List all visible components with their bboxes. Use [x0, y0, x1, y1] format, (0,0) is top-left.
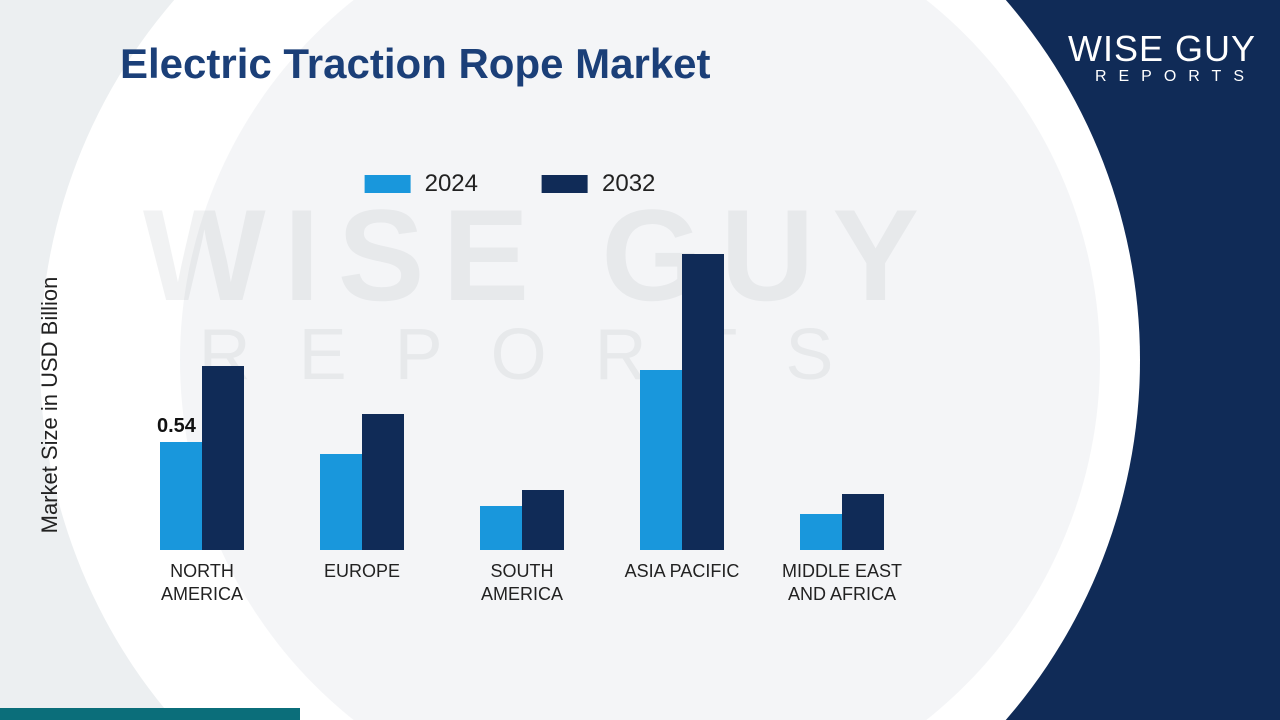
bar-value-label: 0.54 — [157, 415, 196, 438]
chart: 20242032 Market Size in USD Billion 0.54… — [60, 170, 960, 640]
legend: 2024 2032 — [365, 170, 656, 198]
y-axis-label: Market Size in USD Billion — [37, 277, 63, 534]
brand-line1: WISE GUY — [1068, 28, 1256, 70]
bottom-accent-strip — [0, 708, 300, 720]
bar — [682, 254, 724, 550]
bar-group: MIDDLE EAST AND AFRICA — [800, 230, 884, 550]
bar — [800, 514, 842, 550]
bar — [362, 414, 404, 550]
category-label: EUROPE — [292, 560, 432, 583]
category-label: NORTH AMERICA — [132, 560, 272, 605]
category-label: MIDDLE EAST AND AFRICA — [772, 560, 912, 605]
legend-label: 2024 — [425, 170, 478, 198]
brand-line2: REPORTS — [1068, 68, 1256, 86]
bar-group: 0.54NORTH AMERICA — [160, 230, 244, 550]
bar-group: ASIA PACIFIC — [640, 230, 724, 550]
bar — [842, 494, 884, 550]
plot-area: 0.54NORTH AMERICA EUROPE SOUTH AMERICA ASIA… — [130, 230, 960, 550]
stage: Electric Traction Rope Market WISE GUY R… — [0, 0, 1280, 720]
page-title: Electric Traction Rope Market — [120, 40, 711, 88]
bar — [480, 506, 522, 550]
bar-group: EUROPE — [320, 230, 404, 550]
brand-logo: WISE GUY REPORTS — [1068, 28, 1256, 104]
bar — [160, 442, 202, 550]
category-label: SOUTH AMERICA — [452, 560, 592, 605]
bar — [640, 370, 682, 550]
legend-item: 2032 — [542, 170, 655, 198]
legend-swatch — [365, 175, 411, 193]
legend-label: 2032 — [602, 170, 655, 198]
bar — [202, 366, 244, 550]
bar — [320, 454, 362, 550]
legend-item: 2024 — [365, 170, 478, 198]
category-label: ASIA PACIFIC — [612, 560, 752, 583]
bar — [522, 490, 564, 550]
legend-swatch — [542, 175, 588, 193]
bar-group: SOUTH AMERICA — [480, 230, 564, 550]
